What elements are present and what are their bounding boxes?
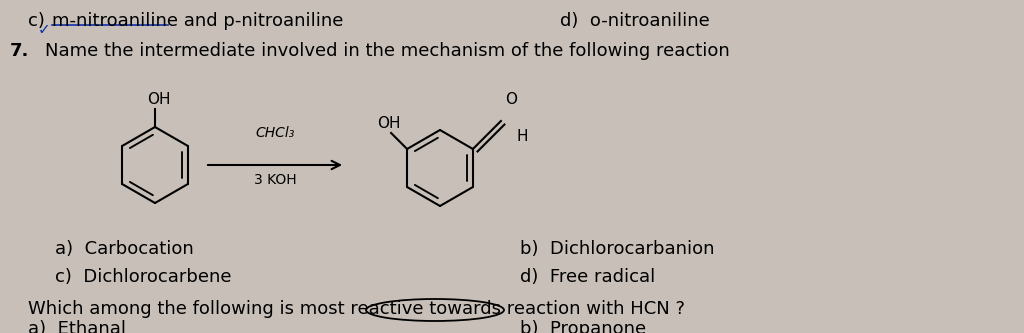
Text: ✓: ✓ bbox=[38, 22, 51, 37]
Text: O: O bbox=[505, 92, 517, 107]
Text: c): c) bbox=[28, 12, 45, 30]
Text: a)  Carbocation: a) Carbocation bbox=[55, 240, 194, 258]
Text: a)  Ethanal: a) Ethanal bbox=[28, 320, 126, 333]
Text: d)  o-nitroaniline: d) o-nitroaniline bbox=[560, 12, 710, 30]
Text: Which among the following is most reactive towards reaction with HCN ?: Which among the following is most reacti… bbox=[28, 300, 685, 318]
Text: d)  Free radical: d) Free radical bbox=[520, 268, 655, 286]
Text: 3 KOH: 3 KOH bbox=[254, 173, 296, 187]
Text: m-nitroaniline and p-nitroaniline: m-nitroaniline and p-nitroaniline bbox=[52, 12, 343, 30]
Text: 7.: 7. bbox=[10, 42, 30, 60]
Text: OH: OH bbox=[147, 92, 171, 107]
Text: OH: OH bbox=[377, 116, 400, 131]
Text: c)  Dichlorocarbene: c) Dichlorocarbene bbox=[55, 268, 231, 286]
Text: Name the intermediate involved in the mechanism of the following reaction: Name the intermediate involved in the me… bbox=[45, 42, 730, 60]
Text: b)  Dichlorocarbanion: b) Dichlorocarbanion bbox=[520, 240, 715, 258]
Text: H: H bbox=[517, 129, 528, 144]
Text: b)  Propanone: b) Propanone bbox=[520, 320, 646, 333]
Text: CHCl₃: CHCl₃ bbox=[255, 126, 295, 140]
